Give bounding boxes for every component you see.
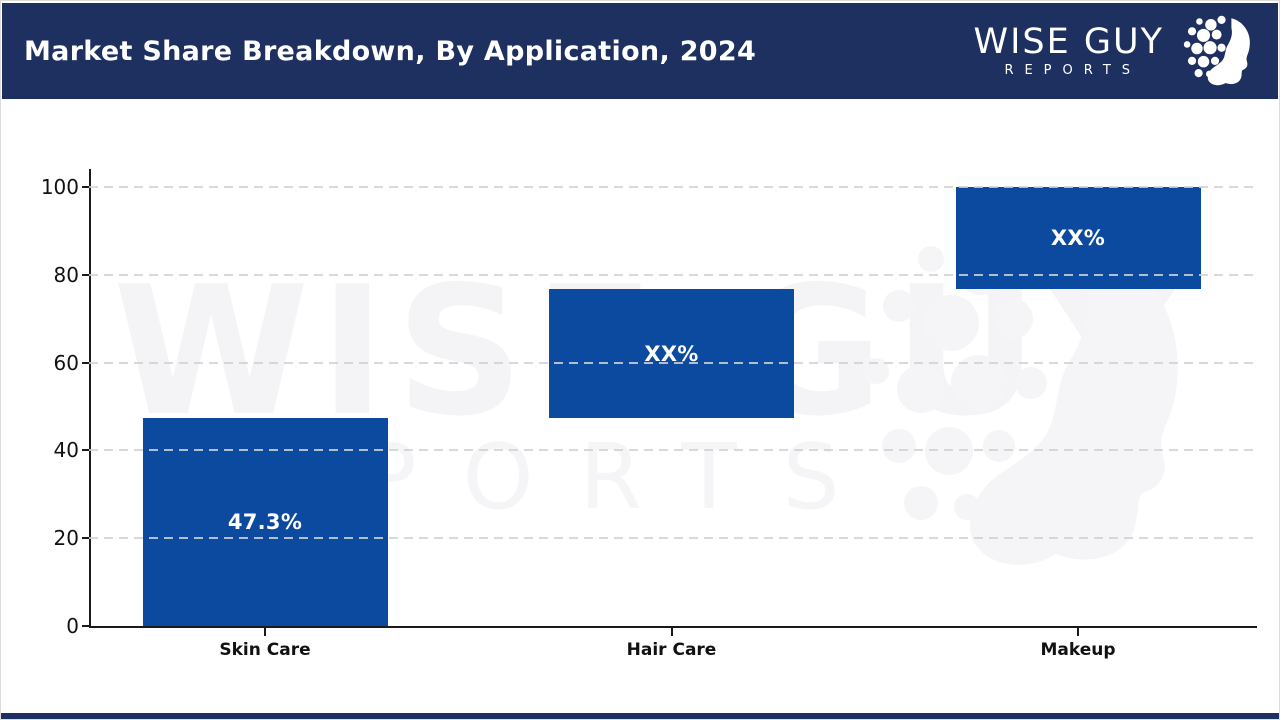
x-axis-line	[89, 626, 1257, 628]
y-tick-60	[82, 361, 89, 364]
x-tick-0	[264, 628, 266, 636]
x-tick-2	[1077, 628, 1079, 636]
dotted-head-logo-icon	[1183, 15, 1250, 86]
bar-skin-care: 47.3%	[142, 418, 388, 626]
brand-logo-text: WISE GUY REPORTS	[973, 24, 1164, 78]
y-tick-label-20: 20	[53, 526, 79, 551]
x-category-label-makeup: Makeup	[1040, 640, 1116, 660]
page-title: Market Share Breakdown, By Application, …	[24, 35, 757, 67]
x-tick-1	[670, 628, 673, 636]
x-category-label-skin-care: Skin Care	[219, 640, 311, 660]
gridline-100	[89, 186, 1257, 188]
gridline-20	[89, 537, 1257, 540]
y-tick-label-100: 100	[40, 175, 79, 199]
y-tick-80	[82, 273, 89, 276]
bar-value-label: 47.3%	[227, 510, 303, 535]
y-tick-label-40: 40	[53, 438, 79, 463]
brand-logo: WISE GUY REPORTS	[973, 10, 1256, 92]
y-axis-line	[89, 169, 91, 628]
y-tick-label-80: 80	[53, 262, 79, 287]
y-tick-40	[82, 449, 89, 452]
gridline-80	[89, 273, 1257, 276]
y-tick-label-0: 0	[66, 614, 79, 638]
gridline-60	[89, 361, 1257, 364]
bar-hair-care: XX%	[549, 288, 794, 419]
bar-value-label: XX%	[1050, 225, 1106, 250]
y-tick-20	[82, 537, 89, 540]
y-tick-100	[82, 186, 89, 188]
bottom-accent-bar	[1, 713, 1279, 719]
x-category-label-hair-care: Hair Care	[626, 640, 717, 660]
y-tick-label-60: 60	[53, 350, 79, 375]
y-tick-0	[82, 625, 89, 627]
brand-name: WISE GUY	[973, 22, 1164, 63]
header: Market Share Breakdown, By Application, …	[2, 3, 1278, 99]
brand-subname: REPORTS	[1004, 62, 1142, 78]
gridline-40	[89, 449, 1257, 452]
